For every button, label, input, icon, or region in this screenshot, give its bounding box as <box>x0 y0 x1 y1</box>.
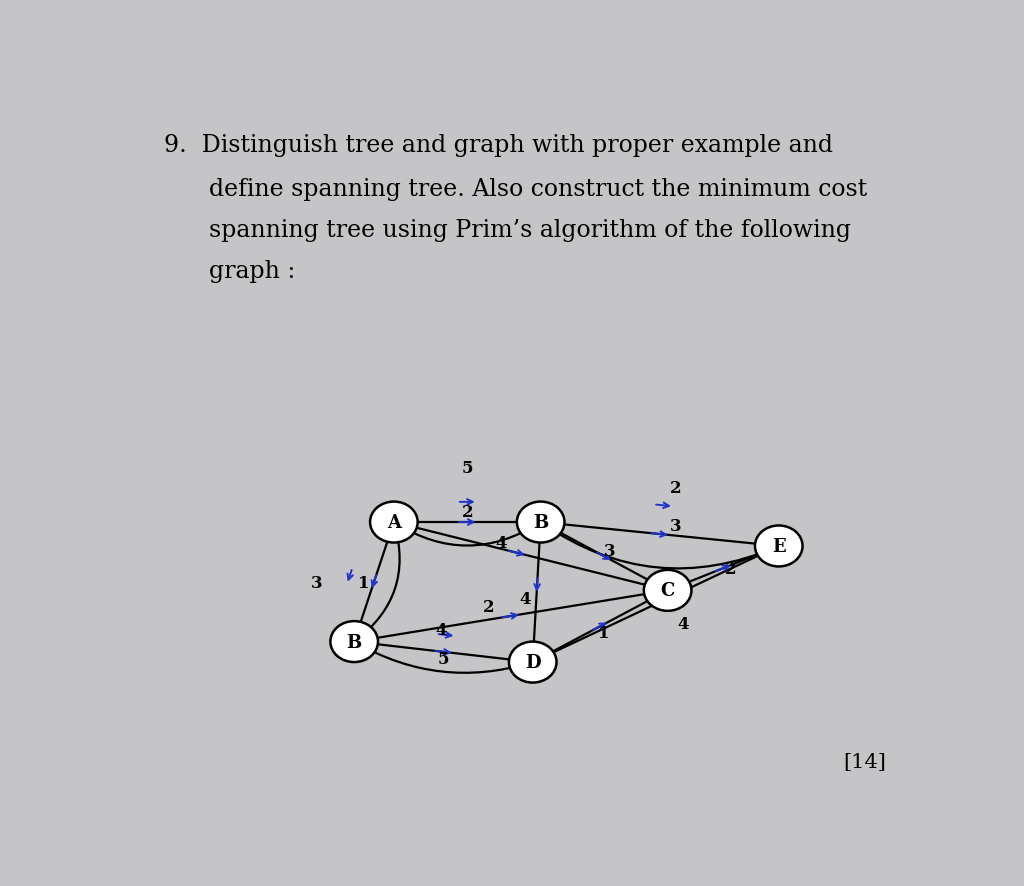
Text: 5: 5 <box>462 460 473 477</box>
FancyArrowPatch shape <box>396 524 539 546</box>
Text: 2: 2 <box>462 504 473 521</box>
Text: 1: 1 <box>598 625 610 641</box>
Text: 1: 1 <box>358 574 370 591</box>
FancyArrowPatch shape <box>356 643 530 673</box>
Text: graph :: graph : <box>164 260 295 283</box>
Text: 4: 4 <box>496 534 507 551</box>
Text: spanning tree using Prim’s algorithm of the following: spanning tree using Prim’s algorithm of … <box>164 219 851 242</box>
Text: [14]: [14] <box>843 752 886 772</box>
Text: 2: 2 <box>483 599 495 616</box>
Text: B: B <box>534 514 548 532</box>
Text: 2: 2 <box>725 560 737 578</box>
Circle shape <box>331 621 378 663</box>
Text: 5: 5 <box>438 650 450 667</box>
Circle shape <box>509 641 557 683</box>
Text: A: A <box>387 514 400 532</box>
Text: define spanning tree. Also construct the minimum cost: define spanning tree. Also construct the… <box>164 178 867 201</box>
Text: D: D <box>525 653 541 672</box>
Circle shape <box>370 502 418 543</box>
Text: C: C <box>660 582 675 600</box>
Circle shape <box>517 502 564 543</box>
Text: 3: 3 <box>311 574 323 591</box>
Text: 3: 3 <box>604 542 615 560</box>
Text: 9.  Distinguish tree and graph with proper example and: 9. Distinguish tree and graph with prope… <box>164 134 833 157</box>
Text: 3: 3 <box>670 517 681 534</box>
Circle shape <box>644 571 691 611</box>
FancyArrowPatch shape <box>543 524 776 569</box>
Text: 4: 4 <box>436 622 447 639</box>
Text: E: E <box>772 538 785 556</box>
Text: 4: 4 <box>519 590 530 608</box>
Circle shape <box>755 526 803 567</box>
Text: 4: 4 <box>678 615 689 632</box>
Text: B: B <box>346 633 361 651</box>
Text: 2: 2 <box>670 480 681 497</box>
FancyArrowPatch shape <box>356 525 399 641</box>
